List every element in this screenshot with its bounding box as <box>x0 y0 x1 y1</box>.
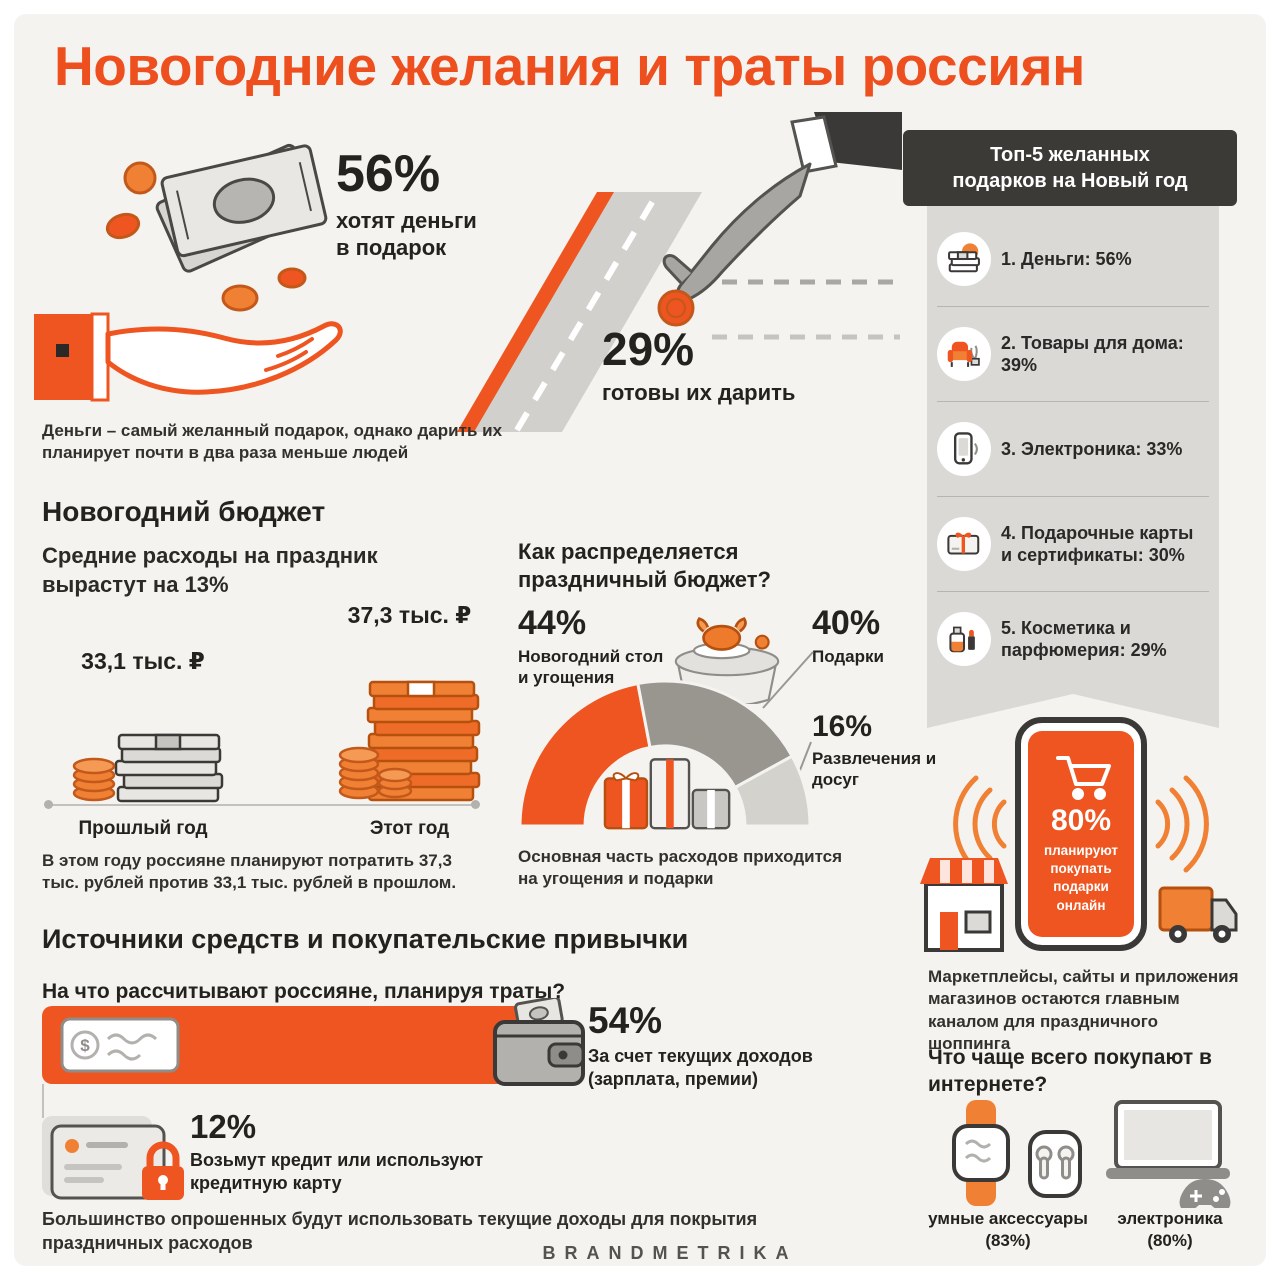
online-shopping-caption: Маркетплейсы, сайты и приложения магазин… <box>928 967 1239 1054</box>
money-gift-caption: Деньги – самый желанный подарок, однако … <box>42 421 503 463</box>
donut-segment <box>636 679 795 790</box>
stat-credit: 12% Возьмут кредит или используют кредит… <box>190 1110 490 1194</box>
comparison-axis <box>44 800 480 809</box>
this-year-label: Этот год <box>369 818 450 839</box>
stat-label: Возьмут кредит или используют кредитную … <box>190 1150 484 1193</box>
laptop-gamepad-icon <box>1106 1100 1231 1208</box>
budget-distribution-donut-chart <box>518 679 812 828</box>
sleeve <box>814 112 902 170</box>
phone-screen <box>1028 731 1134 937</box>
list-item-label: 5. Косметика и парфюмерия: 29% <box>1001 617 1167 660</box>
stat-value: 12% <box>190 1108 257 1145</box>
segment-label-leisure: 16% Развлечения и досуг <box>812 710 937 790</box>
list-item-money: 1. Деньги: 56% <box>937 212 1209 307</box>
internet-purchases-heading: Что чаще всего покупают в интернете? <box>928 1046 1212 1097</box>
stat-give-money: 29% готовы их дарить <box>602 326 795 407</box>
check-icon: $ <box>60 1017 180 1073</box>
list-item-electronics: 3. Электроника: 33% <box>937 402 1209 497</box>
list-item-home-goods: 2. Товары для дома: 39% <box>937 307 1209 402</box>
stat-current-income: 54% За счет текущих доходов (зарплата, п… <box>588 1002 818 1090</box>
stat-label: планируют покупать подарки онлайн <box>1043 843 1119 913</box>
this-year-value: 37,3 тыс. ₽ <box>347 602 472 628</box>
armchair-icon <box>937 327 991 381</box>
stat-value: 29% <box>602 323 695 375</box>
segment-label-gifts: 40% Подарки <box>812 604 884 666</box>
money-stack-small-illustration <box>72 733 224 803</box>
festive-table-illustration <box>674 617 780 704</box>
electronics-label: электроника (80%) <box>1117 1209 1223 1251</box>
coin-icon <box>657 289 695 327</box>
donut-segment <box>518 681 652 828</box>
money-in-hand-illustration <box>34 143 343 402</box>
coin-drop-illustration <box>457 112 902 432</box>
shopping-cart-icon <box>1056 756 1111 800</box>
gift-boxes-illustration <box>603 758 731 830</box>
list-item-label: 1. Деньги: 56% <box>1001 248 1132 269</box>
budget-subheading: Средние расходы на праздник вырастут на … <box>42 543 378 597</box>
list-item-label: 3. Электроника: 33% <box>1001 438 1183 459</box>
budget-caption: В этом году россияне планируют потратить… <box>42 851 457 893</box>
cosmetics-icon <box>937 612 991 666</box>
wifi-waves-icon <box>953 775 1209 873</box>
banknote <box>160 144 328 258</box>
list-item-cosmetics: 5. Косметика и парфюмерия: 29% <box>937 592 1209 686</box>
smart-accessories-label: умные аксессуары (83%) <box>928 1209 1088 1251</box>
sources-question: На что рассчитывают россияне, планируя т… <box>42 980 566 1003</box>
donut-segment <box>733 754 812 828</box>
coin-icon <box>123 161 157 195</box>
credit-card-lock-icon <box>50 1124 184 1200</box>
stat-label: готовы их дарить <box>602 380 796 405</box>
dollar-symbol: $ <box>80 1036 90 1055</box>
smartwatch-earbuds-icon <box>952 1100 1082 1206</box>
list-item-gift-cards: 4. Подарочные карты и сертификаты: 30% <box>937 497 1209 592</box>
stat-label: За счет текущих доходов (зарплата, преми… <box>588 1046 813 1089</box>
stat-want-money: 56% хотят деньги в подарок <box>336 148 486 262</box>
bar-current-income: $ <box>42 998 585 1086</box>
page-title: Новогодние желания и траты россиян <box>54 35 1085 97</box>
money-stack-big-illustration <box>338 680 481 802</box>
list-item-label: 4. Подарочные карты и сертификаты: 30% <box>1001 522 1194 565</box>
list-item-label: 2. Товары для дома: 39% <box>1001 332 1184 375</box>
segment-label-food: 44% Новогодний стол и угощения <box>518 604 664 688</box>
storefront-icon <box>920 858 1008 952</box>
last-year-label: Прошлый год <box>78 818 208 839</box>
top5-title: Топ-5 желанных подарков на Новый год <box>952 144 1188 192</box>
top5-header: Топ-5 желанных подарков на Новый год <box>903 130 1237 206</box>
last-year-value: 33,1 тыс. ₽ <box>81 648 205 674</box>
sources-heading: Источники средств и покупательские привы… <box>42 924 689 954</box>
brand-footer: BRANDMETRIKA <box>542 1243 798 1263</box>
online-shopping-stat: 80% планируют покупать подарки онлайн <box>1028 806 1134 915</box>
distribution-heading: Как распределяется праздничный бюджет? <box>518 539 771 592</box>
gift-card-icon <box>937 517 991 571</box>
money-stack-icon <box>937 232 991 286</box>
budget-heading: Новогодний бюджет <box>42 496 326 527</box>
stat-label: хотят деньги в подарок <box>336 208 477 260</box>
distribution-caption: Основная часть расходов приходится на уг… <box>518 847 843 889</box>
smartphone-icon <box>937 422 991 476</box>
stat-value: 56% <box>336 145 441 203</box>
bar-connector-line <box>42 1084 44 1118</box>
top5-ribbon: 1. Деньги: 56% 2. Товары для дома: 39% <box>927 206 1219 728</box>
bar-credit <box>42 1116 184 1200</box>
stat-value: 54% <box>588 1000 663 1041</box>
sources-caption: Большинство опрошенных будут использоват… <box>42 1209 758 1253</box>
wallet-icon <box>493 998 585 1086</box>
stat-value: 80% <box>1050 804 1112 837</box>
open-hand <box>105 321 343 395</box>
delivery-truck-icon <box>1158 886 1238 943</box>
giving-hand <box>676 162 812 302</box>
turkey-icon <box>702 624 742 651</box>
online-shopping-illustration <box>920 717 1238 952</box>
